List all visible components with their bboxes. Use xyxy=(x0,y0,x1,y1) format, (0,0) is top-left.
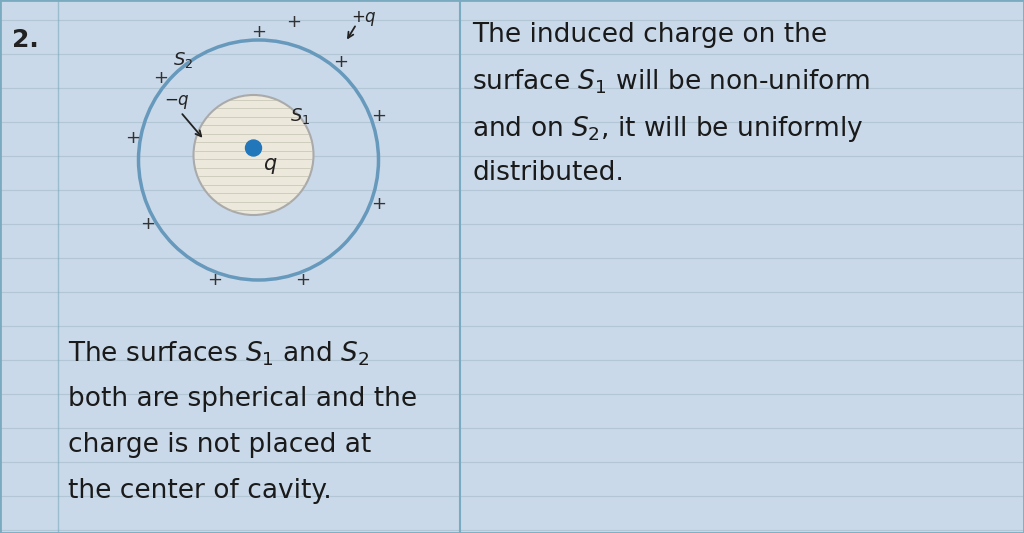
Text: +: + xyxy=(295,271,310,289)
Text: 2.: 2. xyxy=(12,28,39,52)
Text: $+q$: $+q$ xyxy=(350,9,377,28)
Text: the center of cavity.: the center of cavity. xyxy=(68,478,332,504)
Text: The induced charge on the: The induced charge on the xyxy=(472,22,827,48)
Text: distributed.: distributed. xyxy=(472,160,624,186)
Circle shape xyxy=(194,95,313,215)
Text: $-q$: $-q$ xyxy=(164,93,189,111)
Text: and on $S_2$, it will be uniformly: and on $S_2$, it will be uniformly xyxy=(472,114,863,144)
Text: surface $S_1$ will be non-uniform: surface $S_1$ will be non-uniform xyxy=(472,68,870,96)
Text: +: + xyxy=(207,271,222,289)
Text: charge is not placed at: charge is not placed at xyxy=(68,432,372,458)
Text: +: + xyxy=(251,23,266,41)
Text: $S_2$: $S_2$ xyxy=(173,50,194,70)
Text: +: + xyxy=(125,129,140,147)
Text: both are spherical and the: both are spherical and the xyxy=(68,386,417,412)
Text: +: + xyxy=(333,53,348,71)
Text: +: + xyxy=(153,69,168,87)
Text: +: + xyxy=(372,107,386,125)
Text: +: + xyxy=(140,215,156,233)
Text: +: + xyxy=(372,195,386,213)
Text: $S_1$: $S_1$ xyxy=(290,106,310,126)
Text: The surfaces $S_1$ and $S_2$: The surfaces $S_1$ and $S_2$ xyxy=(68,340,370,368)
Text: +: + xyxy=(286,13,301,31)
Circle shape xyxy=(246,140,261,156)
Text: $q$: $q$ xyxy=(263,156,278,176)
